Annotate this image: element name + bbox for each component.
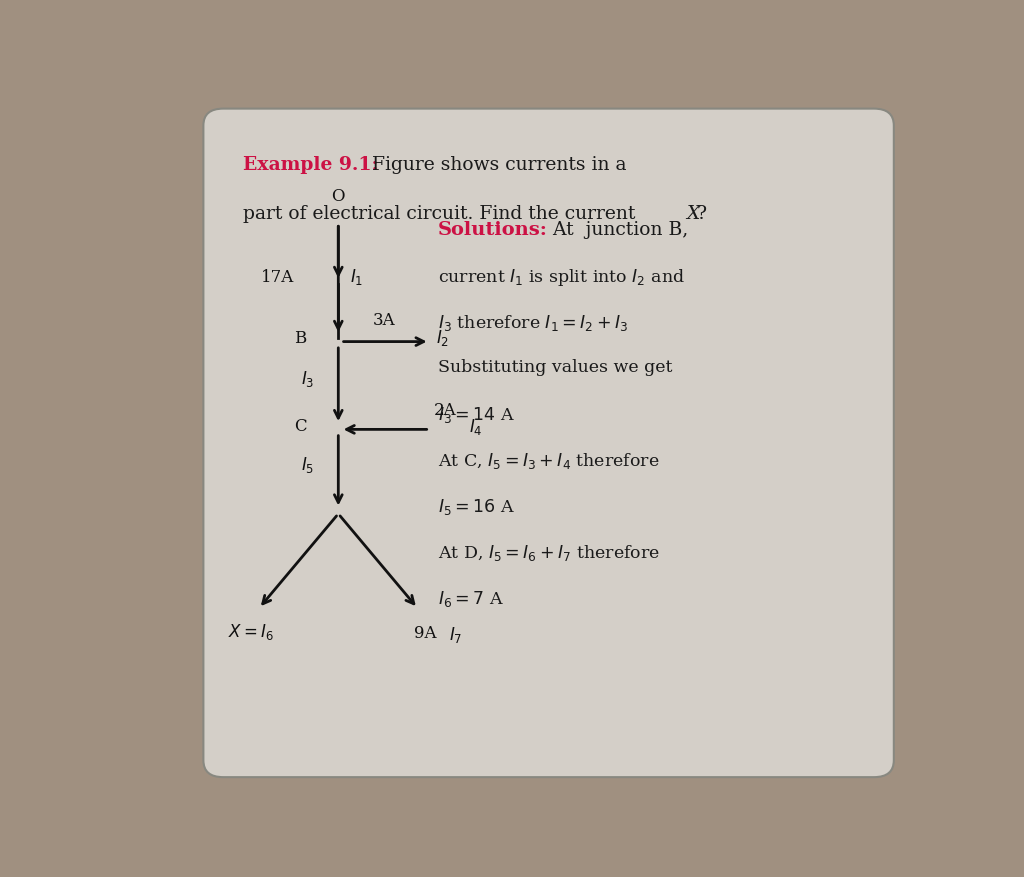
Text: $I_3$ therefore $I_1=I_2+I_3$: $I_3$ therefore $I_1=I_2+I_3$ <box>437 313 628 333</box>
Text: O: O <box>332 188 345 204</box>
FancyBboxPatch shape <box>204 109 894 777</box>
Text: 17A: 17A <box>261 269 295 286</box>
Text: $X=I_6$: $X=I_6$ <box>228 622 274 642</box>
Text: At C, $I_5=I_3+I_4$ therefore: At C, $I_5=I_3+I_4$ therefore <box>437 451 658 471</box>
Text: Solutions:: Solutions: <box>437 221 548 239</box>
Text: 9A: 9A <box>414 625 436 642</box>
Text: $I_1$: $I_1$ <box>350 267 364 288</box>
Text: Substituting values we get: Substituting values we get <box>437 360 672 376</box>
Text: $I_4$: $I_4$ <box>469 417 483 438</box>
Text: Example 9.1:: Example 9.1: <box>243 156 379 174</box>
Text: part of electrical circuit. Find the current: part of electrical circuit. Find the cur… <box>243 204 641 223</box>
Text: At D, $I_5=I_6+I_7$ therefore: At D, $I_5=I_6+I_7$ therefore <box>437 543 659 563</box>
Text: $I_3$: $I_3$ <box>301 368 314 389</box>
Text: 3A: 3A <box>373 312 395 330</box>
Text: $I_2$: $I_2$ <box>436 328 450 348</box>
Text: $I_5$: $I_5$ <box>301 455 314 474</box>
Text: Figure shows currents in a: Figure shows currents in a <box>367 156 627 174</box>
Text: X: X <box>686 204 699 223</box>
Text: 2A: 2A <box>433 403 456 419</box>
Text: $I_7$: $I_7$ <box>450 625 463 645</box>
Text: $I_6=7$ A: $I_6=7$ A <box>437 588 504 609</box>
Text: $I_3=14$ A: $I_3=14$ A <box>437 405 514 425</box>
Text: $I_5=16$ A: $I_5=16$ A <box>437 497 514 517</box>
Text: ?: ? <box>697 204 707 223</box>
Text: B: B <box>294 330 306 346</box>
Text: At  junction B,: At junction B, <box>547 221 688 239</box>
Text: current $I_1$ is split into $I_2$ and: current $I_1$ is split into $I_2$ and <box>437 267 684 289</box>
Text: C: C <box>294 417 306 434</box>
